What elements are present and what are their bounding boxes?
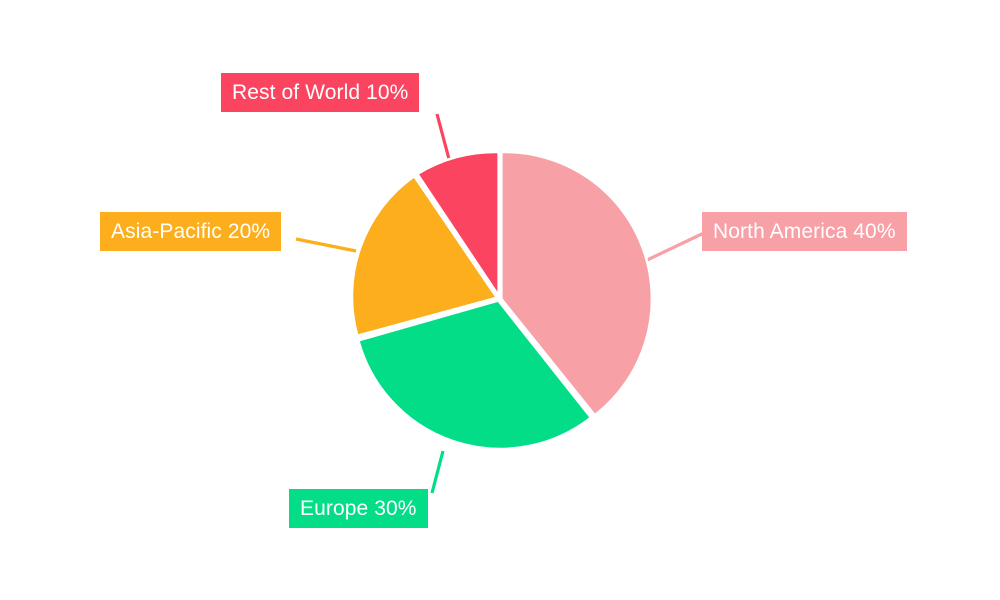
pie-slice-rest-of-world[interactable] bbox=[416, 150, 500, 298]
pie-label-north-america[interactable]: North America 40% bbox=[702, 212, 907, 251]
pie-label-europe[interactable]: Europe 30% bbox=[289, 489, 428, 528]
leader-line-asia-pacific bbox=[295, 237, 357, 253]
pie-label-north-america-text: North America 40% bbox=[713, 220, 896, 243]
pie-slice-north-america[interactable] bbox=[500, 150, 654, 417]
leader-line-north-america bbox=[644, 230, 707, 263]
pie-slice-asia-pacific[interactable] bbox=[350, 174, 499, 338]
pie-label-asia-pacific[interactable]: Asia-Pacific 20% bbox=[100, 212, 282, 251]
pie-label-asia-pacific-text: Asia-Pacific 20% bbox=[111, 220, 271, 243]
leader-line-europe bbox=[430, 450, 445, 494]
pie-label-rest-of-world-text: Rest of World 10% bbox=[232, 81, 409, 104]
pie-label-rest-of-world[interactable]: Rest of World 10% bbox=[221, 73, 420, 112]
pie-slices bbox=[350, 150, 654, 451]
pie-label-europe-text: Europe 30% bbox=[300, 497, 417, 520]
pie-slice-europe[interactable] bbox=[357, 299, 593, 451]
